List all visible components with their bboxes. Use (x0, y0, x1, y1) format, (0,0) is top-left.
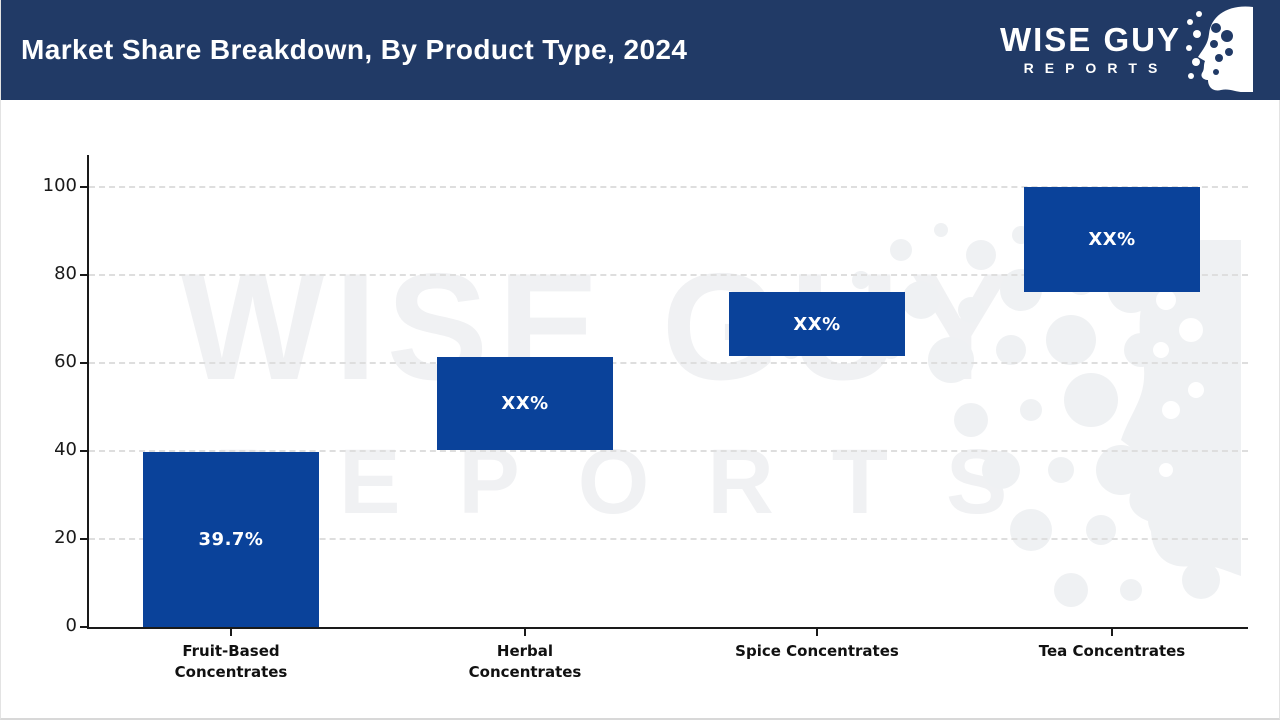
gridline-20 (89, 538, 1248, 541)
y-axis-tick-20 (80, 538, 87, 541)
y-axis-label-100: 100 (42, 175, 77, 197)
y-axis-label-20: 20 (54, 527, 77, 549)
chart-title: Market Share Breakdown, By Product Type,… (21, 34, 688, 65)
gridline-60 (89, 362, 1248, 365)
gridline-100 (89, 186, 1248, 189)
watermark-face-icon (771, 208, 1241, 674)
chart-canvas: WISE GUY REPORTS (1, 100, 1280, 720)
wise-guy-logo: WISE GUY REPORTS (1000, 4, 1257, 96)
bar-segment-4: XX% (1024, 187, 1200, 292)
x-axis-label-2: Herbal Concentrates (405, 641, 645, 683)
y-axis-label-40: 40 (54, 439, 77, 461)
y-axis-tick-40 (80, 450, 87, 453)
x-axis-label-line: Tea Concentrates (1038, 642, 1186, 660)
x-axis-label-3: Spice Concentrates (697, 641, 937, 662)
logo-text: WISE GUY REPORTS (1000, 23, 1181, 77)
x-axis-label-line: Herbal (496, 642, 554, 660)
bar-segment-1: 39.7% (143, 452, 319, 627)
x-axis-label-line: Concentrates (174, 663, 288, 681)
y-axis-label-80: 80 (54, 263, 77, 285)
x-axis-tick-4 (1111, 629, 1113, 636)
y-axis-tick-0 (80, 626, 87, 628)
logo-subtitle: REPORTS (1023, 60, 1169, 76)
x-axis-label-line: Concentrates (468, 663, 582, 681)
x-axis-label-1: Fruit-Based Concentrates (111, 641, 351, 683)
x-axis-label-4: Tea Concentrates (992, 641, 1232, 662)
x-axis-tick-1 (230, 629, 232, 636)
bar-segment-2: XX% (437, 357, 613, 450)
logo-name: WISE GUY (999, 21, 1181, 58)
x-axis-tick-3 (816, 629, 818, 636)
bar-segment-3: XX% (729, 292, 905, 357)
y-axis-tick-60 (80, 362, 87, 365)
gridline-80 (89, 274, 1248, 277)
face-profile-icon (1185, 4, 1257, 96)
gridline-40 (89, 450, 1248, 453)
y-axis-tick-100 (80, 186, 87, 189)
bar-value-label: XX% (793, 313, 841, 335)
x-axis-tick-2 (524, 629, 526, 636)
header-bar: Market Share Breakdown, By Product Type,… (1, 0, 1280, 100)
y-axis-tick-80 (80, 274, 87, 277)
y-axis-label-0: 0 (65, 615, 77, 636)
x-axis-label-line: Fruit-Based (182, 642, 280, 660)
x-axis-label-line: Spice Concentrates (735, 642, 899, 660)
bar-value-label: XX% (501, 393, 549, 415)
bar-value-label: 39.7% (198, 529, 264, 551)
y-axis-spine (87, 155, 89, 629)
x-axis-spine (87, 627, 1248, 629)
bar-value-label: XX% (1088, 229, 1136, 251)
y-axis-label-60: 60 (54, 351, 77, 373)
